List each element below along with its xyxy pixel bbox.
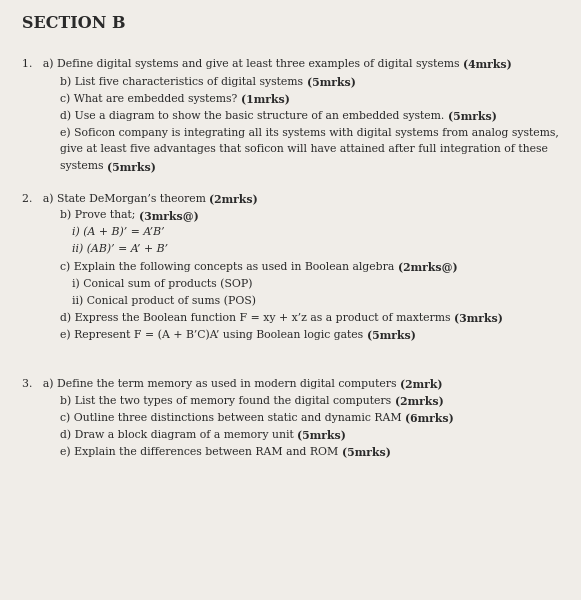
Text: e) Explain the differences between RAM and ROM: e) Explain the differences between RAM a… xyxy=(60,446,342,457)
Text: e) Represent F = (A + B’C)A’ using Boolean logic gates: e) Represent F = (A + B’C)A’ using Boole… xyxy=(60,329,367,340)
Text: ii) (AB)’ = A’ + B’: ii) (AB)’ = A’ + B’ xyxy=(72,244,168,254)
Text: (3mrks): (3mrks) xyxy=(454,312,503,323)
Text: b) List the two types of memory found the digital computers: b) List the two types of memory found th… xyxy=(60,395,394,406)
Text: c) What are embedded systems?: c) What are embedded systems? xyxy=(60,93,241,104)
Text: (5mrks): (5mrks) xyxy=(307,76,356,87)
Text: d) Use a diagram to show the basic structure of an embedded system.: d) Use a diagram to show the basic struc… xyxy=(60,110,448,121)
Text: SECTION B: SECTION B xyxy=(22,15,125,32)
Text: systems: systems xyxy=(60,161,107,171)
Text: (2mrk): (2mrk) xyxy=(400,378,443,389)
Text: c) Explain the following concepts as used in Boolean algebra: c) Explain the following concepts as use… xyxy=(60,261,398,272)
Text: (4mrks): (4mrks) xyxy=(463,58,512,69)
Text: (5mrks): (5mrks) xyxy=(448,110,497,121)
Text: (3mrks@): (3mrks@) xyxy=(139,210,199,221)
Text: 3.   a) Define the term memory as used in modern digital computers: 3. a) Define the term memory as used in … xyxy=(22,378,400,389)
Text: c) Outline three distinctions between static and dynamic RAM: c) Outline three distinctions between st… xyxy=(60,412,405,422)
Text: ii) Conical product of sums (POS): ii) Conical product of sums (POS) xyxy=(72,295,256,305)
Text: (5mrks): (5mrks) xyxy=(342,446,390,457)
Text: e) Soficon company is integrating all its systems with digital systems from anal: e) Soficon company is integrating all it… xyxy=(60,127,559,137)
Text: b) Prove that;: b) Prove that; xyxy=(60,210,139,220)
Text: d) Draw a block diagram of a memory unit: d) Draw a block diagram of a memory unit xyxy=(60,429,297,440)
Text: i) Conical sum of products (SOP): i) Conical sum of products (SOP) xyxy=(72,278,253,289)
Text: (5mrks): (5mrks) xyxy=(367,329,415,340)
Text: d) Express the Boolean function F = xy + x’z as a product of maxterms: d) Express the Boolean function F = xy +… xyxy=(60,312,454,323)
Text: (2mrks): (2mrks) xyxy=(394,395,443,406)
Text: i) (A + B)’ = A’B’: i) (A + B)’ = A’B’ xyxy=(72,227,164,238)
Text: (6mrks): (6mrks) xyxy=(405,412,454,423)
Text: 1.   a) Define digital systems and give at least three examples of digital syste: 1. a) Define digital systems and give at… xyxy=(22,58,463,68)
Text: (5mrks): (5mrks) xyxy=(297,429,346,440)
Text: (1mrks): (1mrks) xyxy=(241,93,289,104)
Text: b) List five characteristics of digital systems: b) List five characteristics of digital … xyxy=(60,76,307,86)
Text: (2mrks): (2mrks) xyxy=(209,193,258,204)
Text: (2mrks@): (2mrks@) xyxy=(398,261,457,272)
Text: give at least five advantages that soficon will have attained after full integra: give at least five advantages that sofic… xyxy=(60,144,548,154)
Text: 2.   a) State DeMorgan’s theorem: 2. a) State DeMorgan’s theorem xyxy=(22,193,209,203)
Text: (5mrks): (5mrks) xyxy=(107,161,156,172)
